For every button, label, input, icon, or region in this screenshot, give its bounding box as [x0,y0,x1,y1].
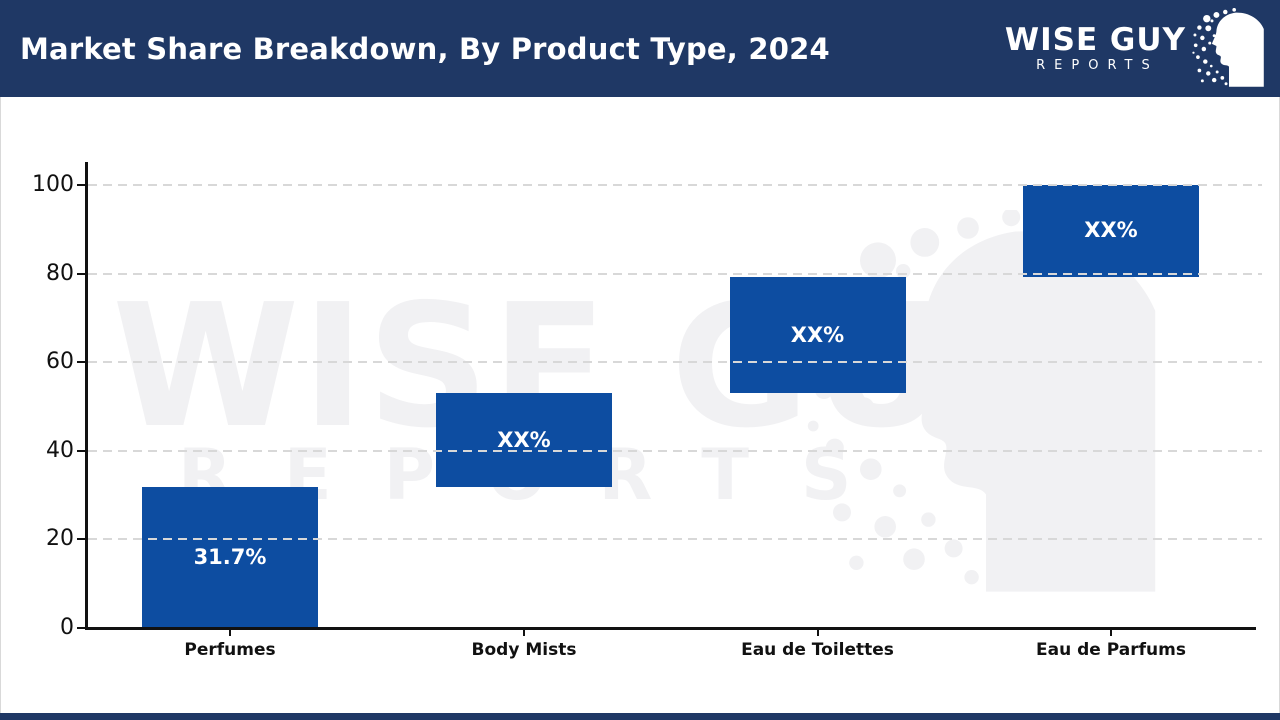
gridline-40 [88,449,1262,452]
y-tick-label-20: 20 [46,526,74,552]
bar-value-label: 31.7% [193,545,267,570]
bar-value-label: XX% [790,322,845,347]
gridline-60 [88,361,1262,364]
y-tick-80 [77,272,86,275]
page-title: Market Share Breakdown, By Product Type,… [20,31,830,66]
y-tick-40 [77,449,86,452]
y-tick-100 [77,184,86,187]
bar-value-label: XX% [1084,218,1138,243]
bar-perfumes: 31.7% [142,487,318,628]
y-tick-20 [77,538,86,541]
y-tick-label-60: 60 [46,349,74,375]
y-tick-label-0: 0 [60,614,74,640]
gridline-80 [88,272,1262,275]
logo-text: WISE GUY REPORTS [1005,24,1186,74]
gridline-100 [88,184,1262,187]
x-tick-3 [1110,629,1112,636]
logo-subtitle: REPORTS [1036,58,1159,74]
x-tick-2 [816,629,819,636]
bar-value-label: XX% [497,428,551,453]
y-tick-label-100: 100 [32,172,74,198]
x-category-label: Eau de Parfums [1036,640,1186,660]
x-category-label: Body Mists [471,640,577,660]
y-tick-label-80: 80 [46,260,74,286]
bar-eau-de-toilettes: XX% [729,276,906,394]
watermark-dotted-face [807,210,1156,592]
gridline-20 [88,538,1262,541]
wise-guy-reports-logo: WISE GUY REPORTS [1005,7,1266,90]
y-tick-60 [77,361,86,364]
bar-body-mists: XX% [436,393,612,488]
header-bar: Market Share Breakdown, By Product Type,… [0,0,1280,97]
x-category-label: Perfumes [184,640,276,660]
y-axis-line [85,162,88,629]
footer-bar [0,713,1280,720]
x-category-label: Eau de Toilettes [741,640,894,660]
x-tick-1 [523,629,525,636]
dotted-face-logo-icon [1192,7,1264,87]
bar-eau-de-parfums: XX% [1023,185,1199,277]
logo-name: WISE GUY [1004,21,1186,58]
x-tick-0 [229,629,231,636]
y-tick-label-40: 40 [46,437,74,463]
x-axis-line [85,627,1256,630]
y-tick-0 [77,626,86,629]
